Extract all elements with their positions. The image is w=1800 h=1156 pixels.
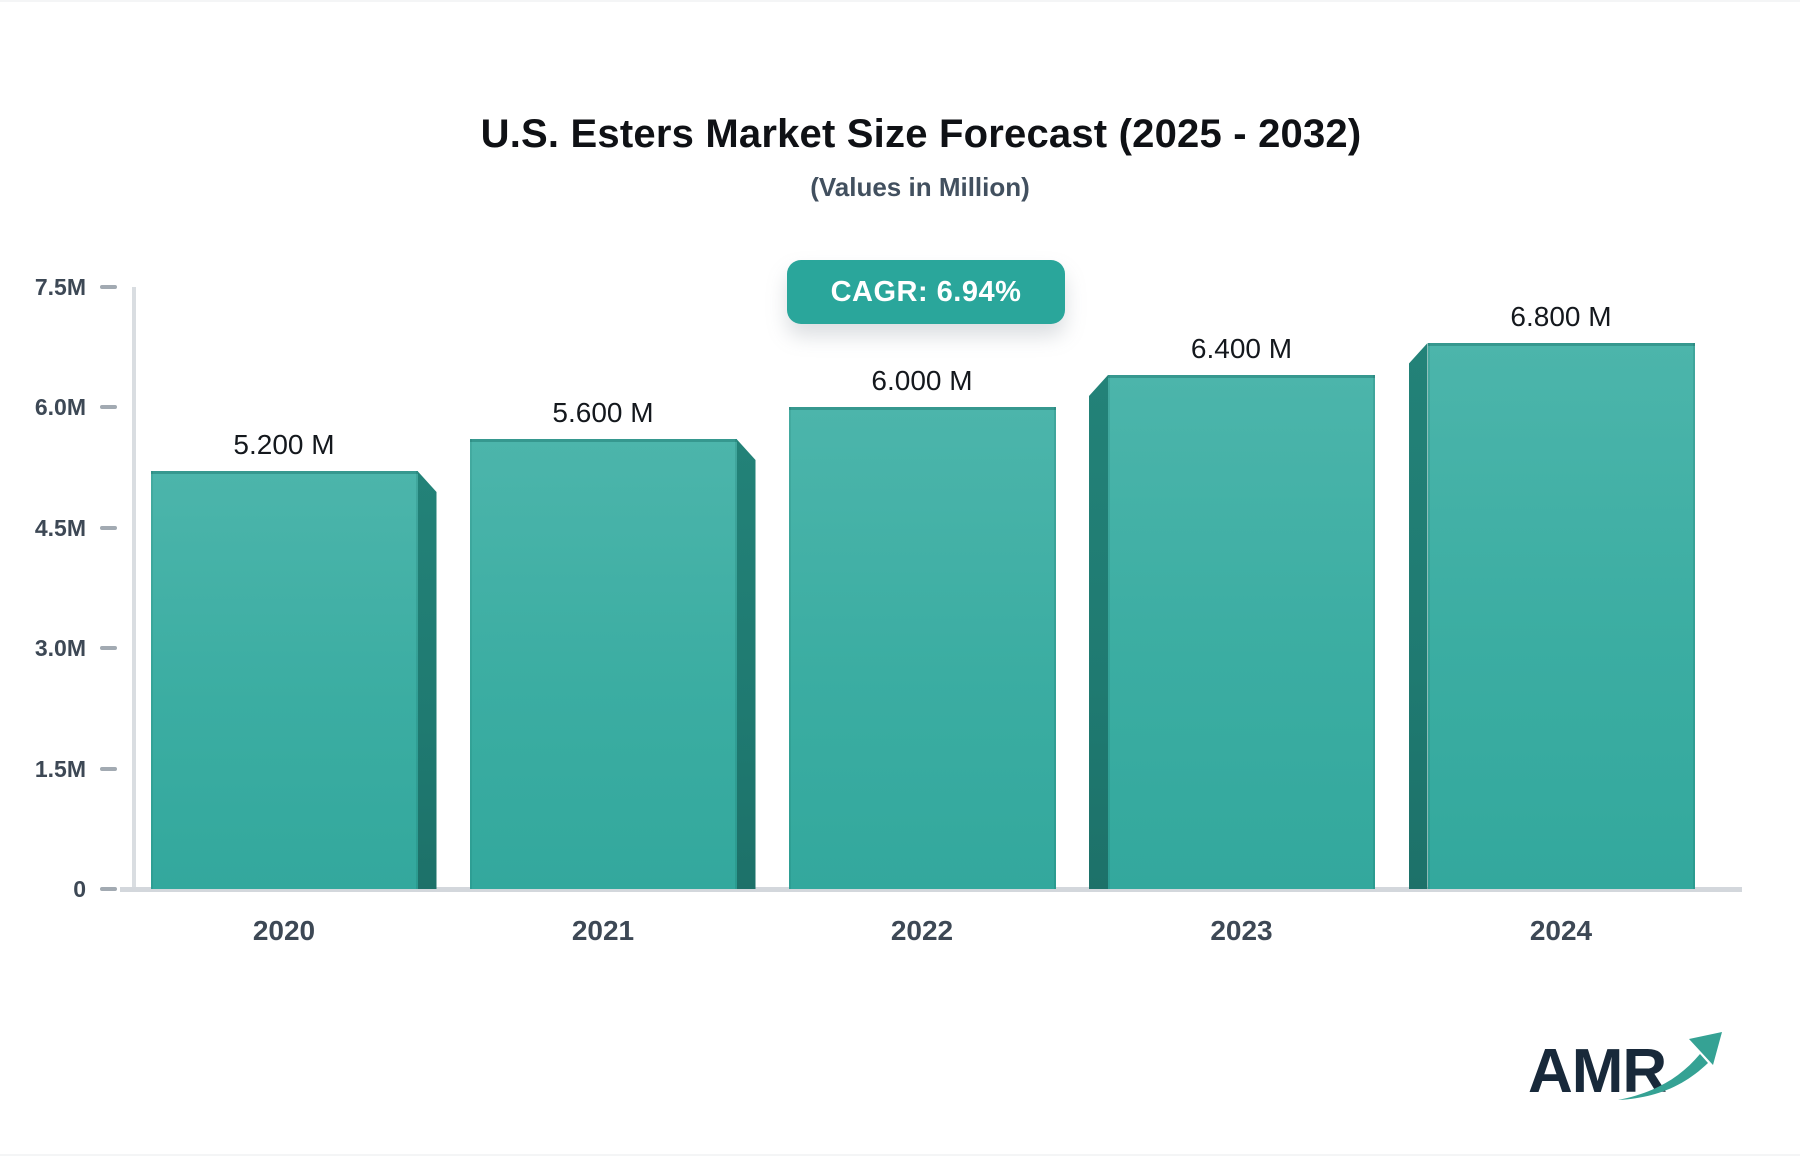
x-axis-label: 2023 [1210,915,1273,946]
y-axis-tick-label: 0 [73,876,86,902]
y-axis-tick-label: 1.5M [34,755,86,782]
x-axis-label: 2020 [252,915,316,946]
bar-3d-side-2023 [1089,375,1108,889]
y-axis-tick-mark [100,766,117,771]
y-axis-tick-label: 4.5M [34,514,86,541]
logo-trend-up-arrow-icon [1618,1032,1722,1100]
chart-title: U.S. Esters Market Size Forecast (2025 -… [480,112,1362,156]
bar-3d-side-2020 [417,471,437,889]
y-axis-tick-mark [100,405,117,410]
x-axis-label: 2021 [571,915,635,946]
amr-logo: AMR [1528,1028,1728,1118]
y-axis-tick-label: 3.0M [34,635,86,662]
y-axis-tick-label: 7.5M [34,273,86,300]
bar-value-label: 6.000 M [871,365,973,396]
x-axis-label: 2022 [890,915,954,946]
chart-subtitle: (Values in Million) [810,172,1030,202]
x-axis-label: 2024 [1529,915,1593,946]
x-axis-baseline [120,887,1742,892]
y-axis-line [132,287,136,889]
bar-value-label: 6.800 M [1510,301,1612,332]
bar-2021 [469,439,737,889]
y-axis-tick-mark [100,284,117,289]
y-axis-tick-label: 6.0M [34,394,86,421]
bar-2022 [788,407,1056,889]
bar-2024 [1427,343,1695,889]
bar-value-label: 5.200 M [233,429,335,460]
y-axis-tick-mark [100,525,117,530]
bar-value-label: 6.400 M [1190,333,1293,364]
y-axis-tick-mark [100,887,117,891]
bar-3d-side-2021 [736,439,756,889]
y-axis-tick-mark [100,646,117,651]
bar-3d-side-2024 [1408,343,1428,889]
bar-value-label: 5.600 M [552,397,654,428]
bar-2020 [150,471,418,889]
cagr-badge-label: CAGR: 6.94% [830,275,1022,308]
cagr-badge: CAGR: 6.94% [787,260,1065,324]
bar-2023 [1108,375,1375,889]
